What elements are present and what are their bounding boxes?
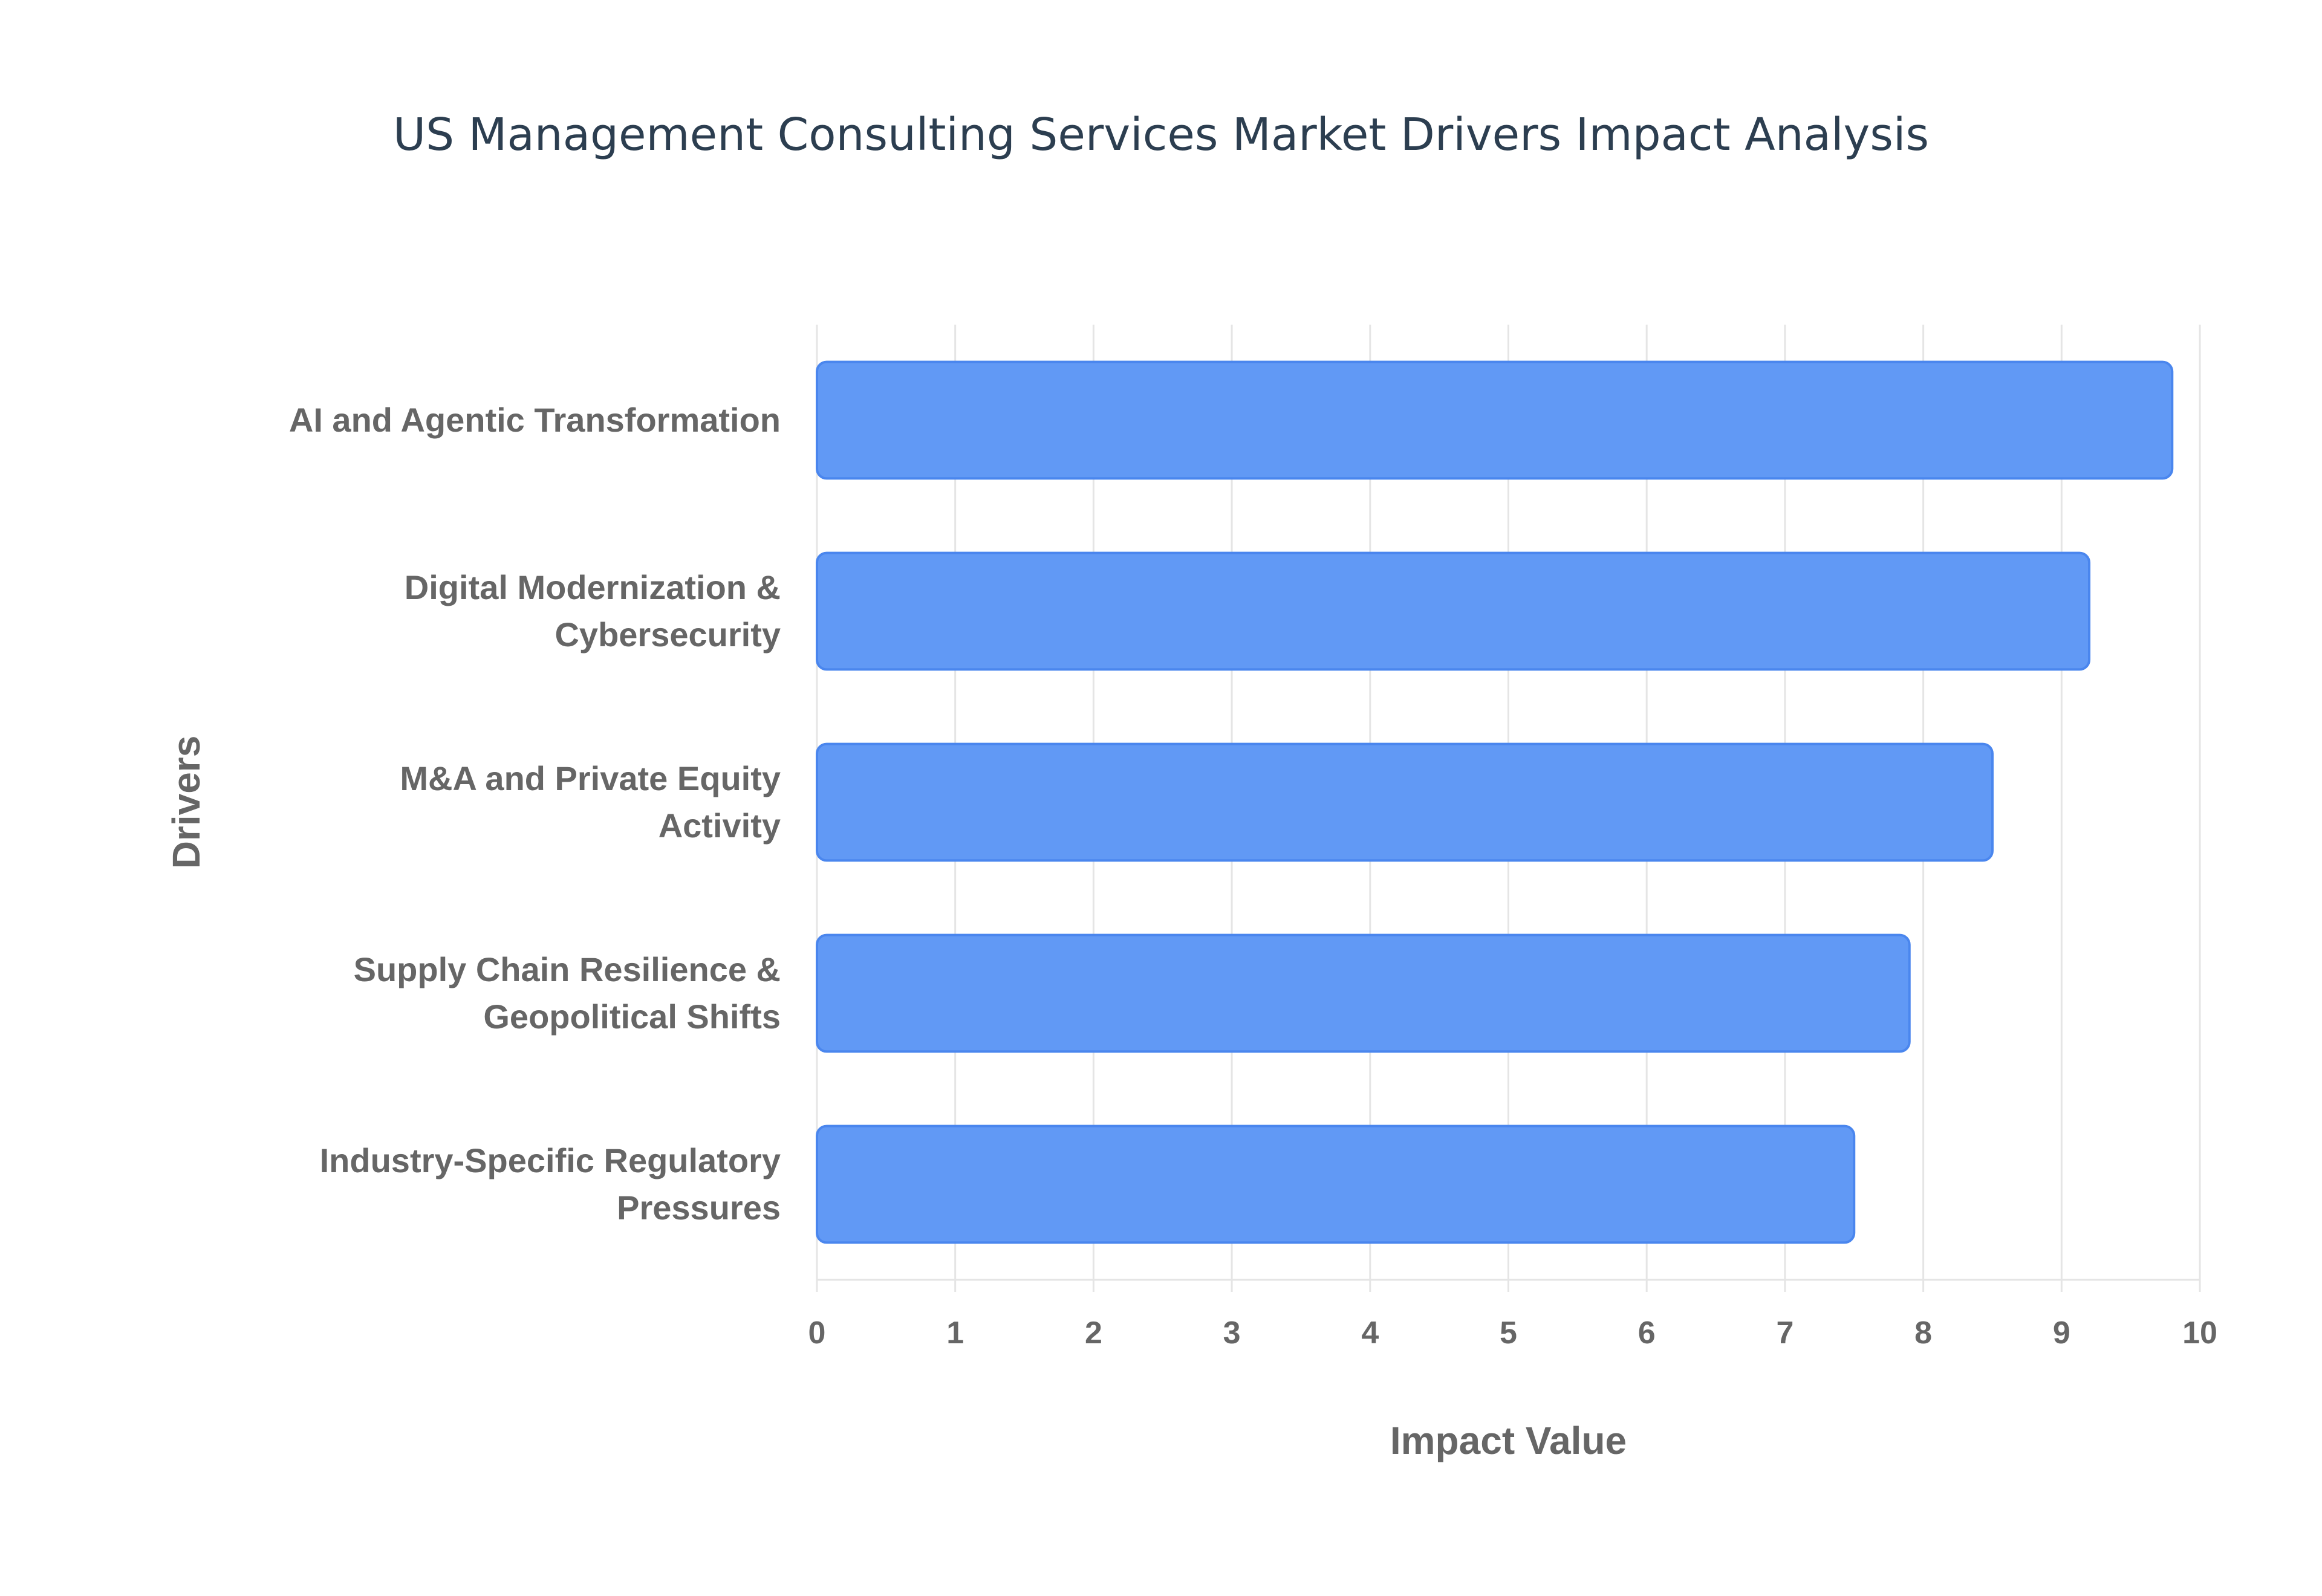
- y-tick-label: Industry-Specific Regulatory: [320, 1141, 781, 1179]
- x-tick-label: 6: [1638, 1315, 1656, 1351]
- y-tick-label: M&A and Private Equity: [400, 759, 781, 797]
- x-tick-label: 0: [808, 1315, 826, 1351]
- bar: [816, 360, 2174, 480]
- x-tick-label: 10: [2182, 1315, 2217, 1351]
- y-tick-label: Digital Modernization &: [405, 568, 781, 606]
- x-tick-label: 2: [1085, 1315, 1102, 1351]
- x-axis-title: Impact Value: [1390, 1419, 1627, 1462]
- x-tick-label: 3: [1223, 1315, 1241, 1351]
- x-tick-label: 7: [1776, 1315, 1794, 1351]
- bar: [816, 742, 1994, 862]
- y-tick-label: Pressures: [617, 1189, 781, 1227]
- y-tick-label: Supply Chain Resilience &: [354, 950, 781, 988]
- x-tick-label: 8: [1914, 1315, 1932, 1351]
- bar: [816, 1124, 1856, 1244]
- bar: [816, 933, 1911, 1053]
- bar: [816, 551, 2091, 671]
- x-tick-label: 4: [1361, 1315, 1379, 1351]
- y-axis-title: Drivers: [164, 736, 208, 869]
- x-tick-label: 9: [2053, 1315, 2070, 1351]
- y-tick-label: AI and Agentic Transformation: [289, 401, 781, 439]
- y-tick-label: Geopolitical Shifts: [483, 997, 781, 1036]
- y-tick-label: Cybersecurity: [554, 615, 781, 654]
- x-tick-label: 5: [1500, 1315, 1517, 1351]
- x-tick-label: 1: [946, 1315, 964, 1351]
- y-tick-label: Activity: [659, 806, 781, 845]
- chart-title: US Management Consulting Services Market…: [392, 109, 1930, 161]
